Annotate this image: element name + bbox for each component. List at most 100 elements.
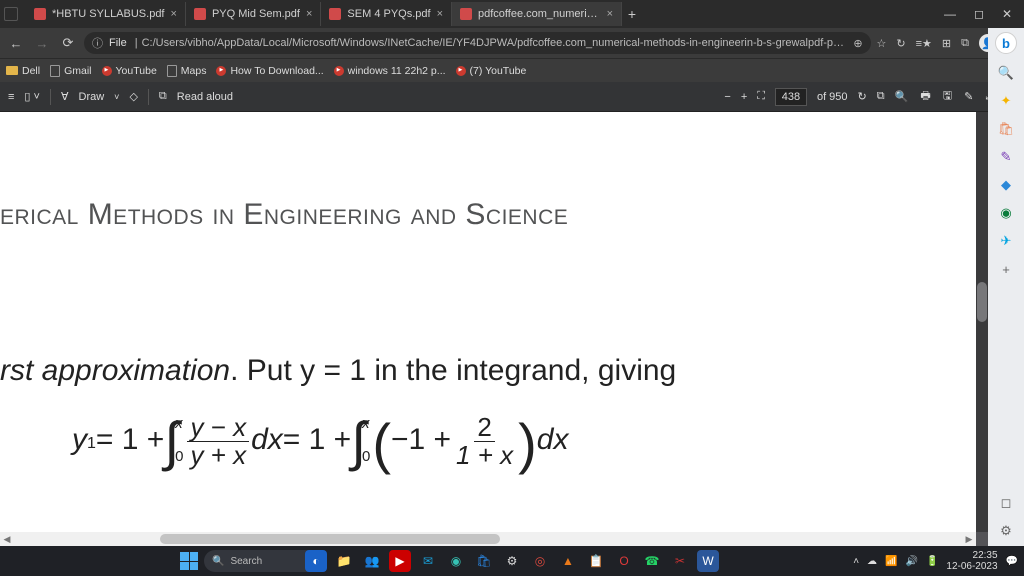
save-icon[interactable]: 🖫: [943, 87, 952, 106]
app-store[interactable]: 🛍: [473, 550, 495, 572]
app-mail[interactable]: ✉: [417, 550, 439, 572]
print-icon[interactable]: 🖶: [920, 87, 930, 106]
bookmark-gmail[interactable]: Gmail: [50, 65, 91, 77]
sidebar-collapse[interactable]: ◻: [997, 494, 1015, 512]
close-button[interactable]: ✕: [1002, 7, 1012, 21]
app-chrome[interactable]: ◎: [529, 550, 551, 572]
sidebar-add[interactable]: +: [997, 260, 1015, 278]
bookmark-yt7[interactable]: (7) YouTube: [456, 65, 527, 77]
favorites-bar-button[interactable]: ≡★: [916, 37, 932, 50]
forward-button[interactable]: →: [32, 36, 52, 51]
tray-chevron[interactable]: ˄: [853, 556, 859, 567]
close-icon[interactable]: ×: [437, 8, 443, 20]
fit-icon[interactable]: ⛶: [757, 90, 765, 103]
app-snip[interactable]: ✂: [669, 550, 691, 572]
bookmarks-bar: Dell Gmail YouTube Maps How To Download.…: [0, 58, 1024, 82]
bookmark-label: Maps: [181, 65, 207, 77]
bookmark-dell[interactable]: Dell: [6, 65, 40, 77]
rotate-icon[interactable]: ↻: [858, 90, 867, 103]
app-opera[interactable]: O: [613, 550, 635, 572]
sidebar-settings[interactable]: ⚙: [997, 522, 1015, 540]
app-vlc[interactable]: ▲: [557, 550, 579, 572]
pdf-icon: [34, 8, 46, 20]
tray-wifi[interactable]: 📶: [885, 556, 897, 567]
tab-2[interactable]: PYQ Mid Sem.pdf×: [186, 2, 321, 26]
draw-icon[interactable]: ∀: [61, 90, 69, 103]
app-explorer[interactable]: 📁: [333, 550, 355, 572]
close-icon[interactable]: ×: [171, 8, 177, 20]
sync-icon[interactable]: ↻: [896, 37, 905, 50]
new-tab-button[interactable]: +: [622, 6, 642, 22]
collections-button[interactable]: ⊞: [942, 37, 951, 50]
taskbar-left: 🔍Search: [180, 550, 324, 572]
tab-1[interactable]: *HBTU SYLLABUS.pdf×: [26, 2, 186, 26]
search-sidebar-icon[interactable]: 🔍: [997, 64, 1015, 82]
scroll-thumb[interactable]: [977, 282, 987, 322]
back-button[interactable]: ←: [6, 36, 26, 51]
app-edge[interactable]: ◉: [445, 550, 467, 572]
page-input[interactable]: 438: [775, 88, 807, 106]
sidebar-tool-6[interactable]: ✈: [997, 232, 1015, 250]
close-icon[interactable]: ×: [306, 8, 312, 20]
bing-button[interactable]: b: [995, 32, 1017, 54]
scroll-left[interactable]: ◀: [0, 532, 14, 546]
read-icon[interactable]: ⧉: [159, 90, 167, 103]
view-icon[interactable]: ⧉: [877, 90, 885, 103]
equation: y1 = 1 + ∫ x0 y − xy + x dx = 1 + ∫ x0 (…: [72, 412, 568, 468]
search-icon[interactable]: 🔍: [895, 90, 909, 103]
start-button[interactable]: [180, 552, 198, 570]
app-youtube[interactable]: ▶: [389, 550, 411, 572]
scroll-thumb[interactable]: [160, 534, 500, 544]
horizontal-scrollbar[interactable]: ◀ ▶: [0, 532, 976, 546]
refresh-button[interactable]: ⟳: [58, 35, 78, 51]
brush-icon[interactable]: ▯ ˅: [24, 90, 40, 103]
bookmark-howto[interactable]: How To Download...: [216, 65, 323, 77]
saveas-icon[interactable]: ✎: [964, 90, 973, 103]
bookmark-youtube[interactable]: YouTube: [102, 65, 157, 77]
sidebar-tool-3[interactable]: ✎: [997, 148, 1015, 166]
notifications-button[interactable]: 💬: [1006, 556, 1018, 567]
tab-3[interactable]: SEM 4 PYQs.pdf×: [321, 2, 452, 26]
bookmark-label: Gmail: [64, 65, 91, 77]
share-icon[interactable]: ⧉: [961, 37, 969, 50]
app-notes[interactable]: 📋: [585, 550, 607, 572]
close-icon[interactable]: ×: [607, 8, 613, 20]
system-tray: ˄ ☁ 📶 🔊 🔋 22:35 12-06-2023 💬: [853, 550, 1024, 572]
tray-battery[interactable]: 🔋: [926, 556, 938, 567]
tray-volume[interactable]: 🔊: [905, 556, 917, 567]
italic-text: rst approximation: [0, 354, 230, 387]
tray-cloud[interactable]: ☁: [867, 556, 877, 567]
bookmark-win11[interactable]: windows 11 22h2 p...: [334, 65, 446, 77]
url-box[interactable]: ⓘ File | C:/Users/vibho/AppData/Local/Mi…: [84, 32, 871, 54]
window-controls: — ◻ ✕: [944, 7, 1020, 21]
page-icon: [167, 65, 177, 77]
sidebar-tool-1[interactable]: ✦: [997, 92, 1015, 110]
zoom-in[interactable]: +: [741, 91, 747, 103]
url-text: C:/Users/vibho/AppData/Local/Microsoft/W…: [142, 37, 848, 49]
favorite-button[interactable]: ☆: [877, 37, 887, 50]
youtube-icon: [216, 66, 226, 76]
bookmark-label: YouTube: [116, 65, 157, 77]
app-word[interactable]: W: [697, 550, 719, 572]
app-whatsapp[interactable]: ☎: [641, 550, 663, 572]
maximize-button[interactable]: ◻: [974, 7, 984, 21]
tab-preview-button[interactable]: [4, 7, 18, 21]
minimize-button[interactable]: —: [944, 7, 956, 21]
app-settings[interactable]: ⚙: [501, 550, 523, 572]
app-copilot[interactable]: ◐: [305, 550, 327, 572]
scroll-right[interactable]: ▶: [962, 532, 976, 546]
bookmark-maps[interactable]: Maps: [167, 65, 207, 77]
app-teams[interactable]: 👥: [361, 550, 383, 572]
sidebar-tool-5[interactable]: ◉: [997, 204, 1015, 222]
zoom-out[interactable]: −: [724, 91, 730, 103]
zoom-icon[interactable]: ⊕: [853, 37, 862, 50]
sidebar-tool-2[interactable]: 🛍: [997, 120, 1015, 138]
body-line: rst approximation. Put y = 1 in the inte…: [0, 354, 676, 388]
page-icon: [50, 65, 60, 77]
erase-icon[interactable]: ◇: [129, 90, 137, 103]
tab-4[interactable]: pdfcoffee.com_numerical-metho×: [452, 2, 622, 26]
vertical-scrollbar[interactable]: [976, 112, 988, 532]
contents-button[interactable]: ≡: [8, 91, 14, 103]
sidebar-tool-4[interactable]: ◆: [997, 176, 1015, 194]
clock[interactable]: 22:35 12-06-2023: [946, 550, 997, 572]
